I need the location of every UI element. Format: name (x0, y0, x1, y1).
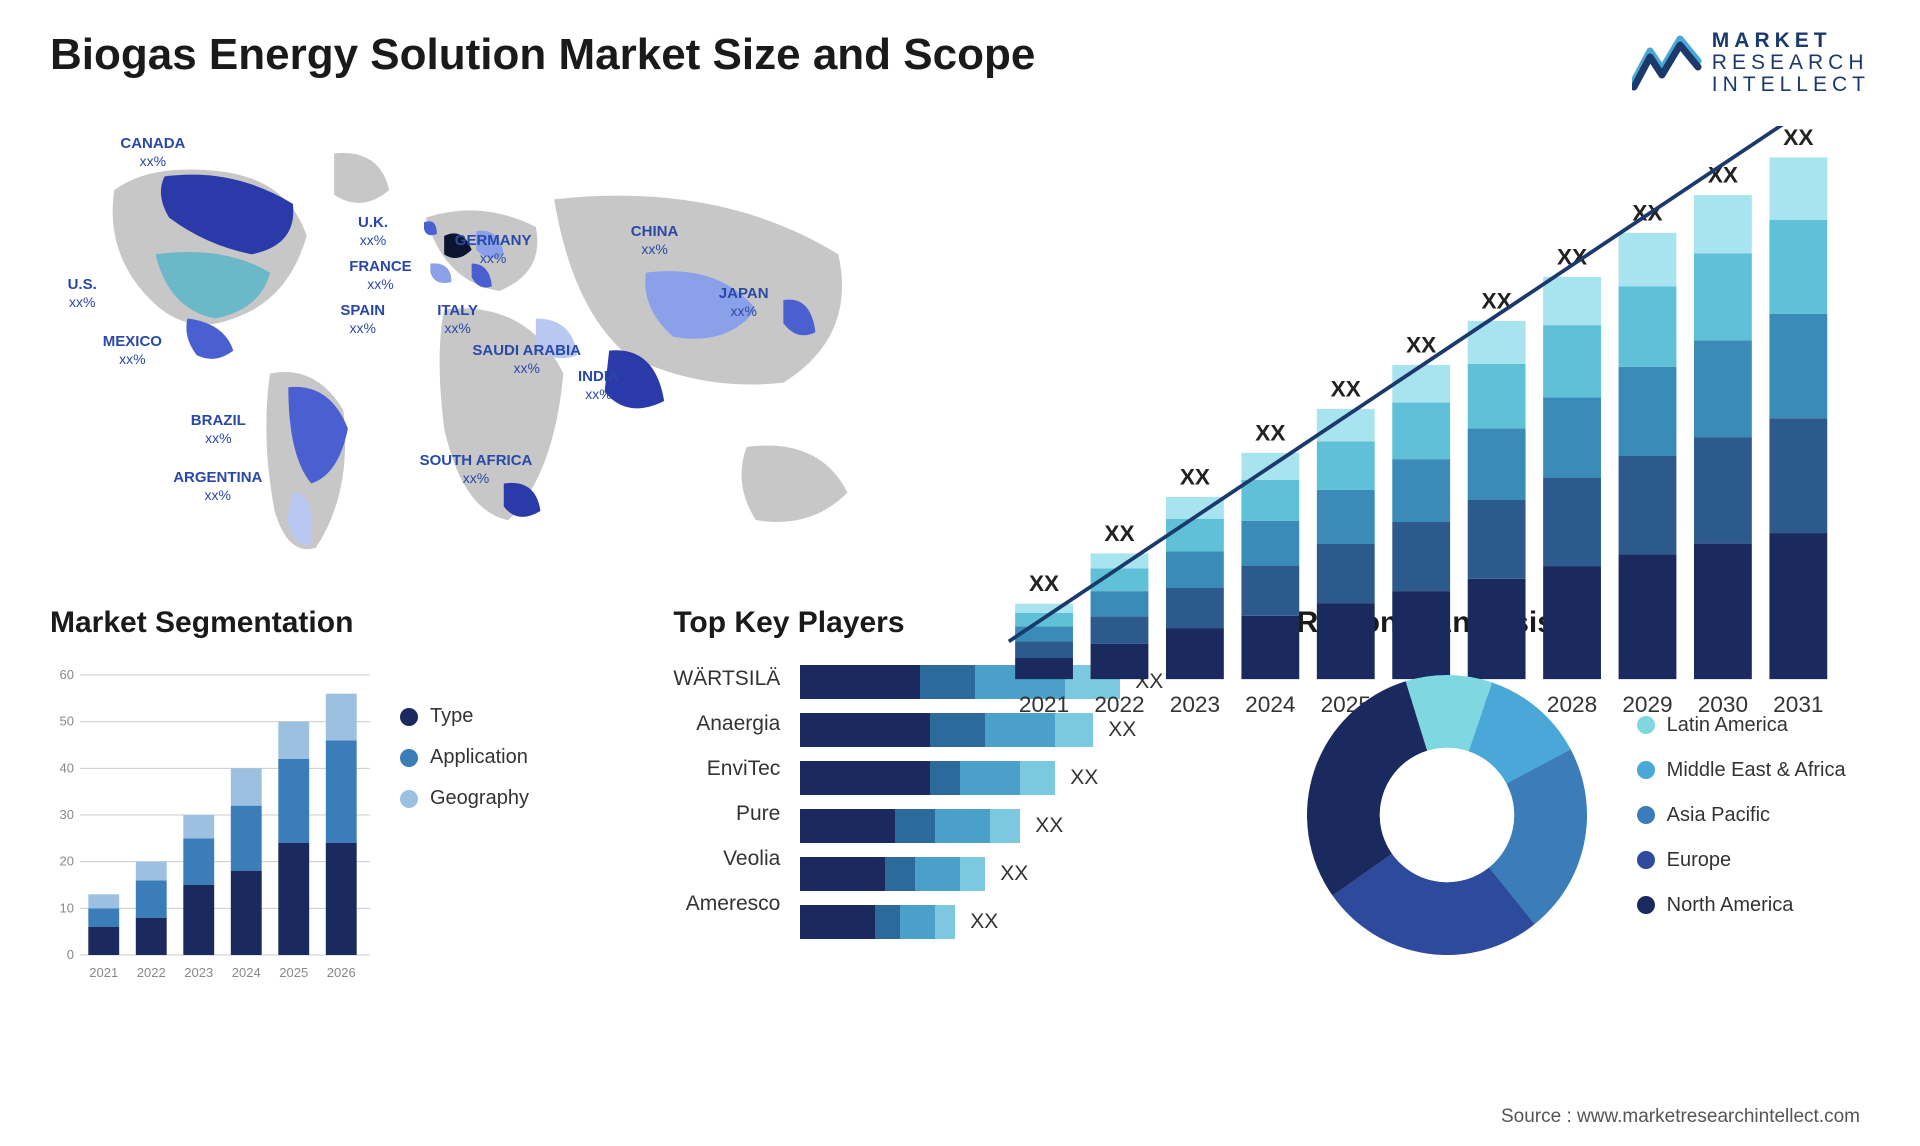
svg-text:XX: XX (1783, 126, 1813, 150)
svg-text:2026: 2026 (327, 965, 356, 980)
svg-text:2023: 2023 (184, 965, 213, 980)
svg-text:60: 60 (60, 667, 74, 682)
svg-text:2029: 2029 (1622, 692, 1672, 717)
svg-text:2022: 2022 (137, 965, 166, 980)
svg-text:2024: 2024 (232, 965, 261, 980)
svg-text:0: 0 (67, 947, 74, 962)
svg-text:20: 20 (60, 854, 74, 869)
map-label-saudi-arabia: SAUDI ARABIAxx% (472, 342, 581, 377)
svg-text:2024: 2024 (1245, 692, 1295, 717)
svg-text:XX: XX (1255, 420, 1285, 445)
region-legend-middle-east-africa: Middle East & Africa (1637, 759, 1846, 782)
svg-text:2023: 2023 (1170, 692, 1220, 717)
player-label-3: Pure (673, 802, 780, 826)
seg-legend-type: Type (400, 705, 529, 728)
map-label-china: CHINAxx% (631, 223, 679, 258)
player-row-5: XX (800, 905, 1246, 939)
svg-text:50: 50 (60, 714, 74, 729)
map-label-japan: JAPANxx% (719, 285, 769, 320)
map-label-u-k-: U.K.xx% (358, 214, 388, 249)
map-label-canada: CANADAxx% (120, 135, 185, 170)
svg-text:2025: 2025 (279, 965, 308, 980)
svg-text:2021: 2021 (1019, 692, 1069, 717)
segmentation-panel: Market Segmentation 0 10 20 30 40 50 60 2021 202… (50, 606, 623, 985)
logo-line-2: RESEARCH (1712, 52, 1870, 74)
segmentation-legend: Type Application Geography (400, 705, 529, 810)
player-row-3: XX (800, 809, 1246, 843)
player-label-1: Anaergia (673, 712, 780, 736)
map-label-germany: GERMANYxx% (455, 232, 532, 267)
player-label-2: EnviTec (673, 757, 780, 781)
map-label-italy: ITALYxx% (437, 302, 478, 337)
svg-text:2031: 2031 (1773, 692, 1823, 717)
svg-text:XX: XX (1180, 464, 1210, 489)
logo-line-3: INTELLECT (1712, 74, 1870, 96)
players-labels: WÄRTSILÄ Anaergia EnviTec Pure Veolia Ameresc… (673, 665, 780, 939)
forecast-svg: XX2021XX2022XX2023XX2024XX2025XX2026XX20… (990, 126, 1870, 729)
svg-text:2021: 2021 (89, 965, 118, 980)
map-label-argentina: ARGENTINAxx% (173, 469, 262, 504)
region-donut (1297, 665, 1597, 965)
svg-text:2022: 2022 (1094, 692, 1144, 717)
map-label-u-s-: U.S.xx% (68, 276, 97, 311)
map-label-spain: SPAINxx% (340, 302, 385, 337)
world-map-panel: CANADAxx% U.S.xx%MEXICOxx% BRAZILxx% ARGENT… (50, 126, 930, 566)
segmentation-title: Market Segmentation (50, 606, 623, 640)
region-legend-europe: Europe (1637, 849, 1846, 872)
map-label-south-africa: SOUTH AFRICAxx% (420, 452, 533, 487)
region-legend-north-america: North America (1637, 894, 1846, 917)
seg-legend-application: Application (400, 746, 529, 769)
seg-legend-geography: Geography (400, 787, 529, 810)
svg-text:40: 40 (60, 760, 74, 775)
map-label-india: INDIAxx% (578, 368, 619, 403)
region-legend-asia-pacific: Asia Pacific (1637, 804, 1846, 827)
region-legend: Latin AmericaMiddle East & AfricaAsia Pa… (1637, 714, 1846, 917)
svg-text:30: 30 (60, 807, 74, 822)
svg-text:XX: XX (1406, 332, 1436, 357)
player-label-5: Ameresco (673, 892, 780, 916)
player-row-4: XX (800, 857, 1246, 891)
brand-logo: MARKET RESEARCH INTELLECT (1632, 30, 1870, 96)
page-title: Biogas Energy Solution Market Size and S… (50, 30, 1035, 80)
logo-line-1: MARKET (1712, 30, 1870, 52)
player-row-2: XX (800, 761, 1246, 795)
segmentation-chart: 0 10 20 30 40 50 60 2021 2022 2023 2024 2025 2026 (50, 665, 370, 985)
svg-text:XX: XX (1029, 571, 1059, 596)
svg-text:2030: 2030 (1698, 692, 1748, 717)
logo-mark-icon (1632, 31, 1702, 96)
source-text: Source : www.marketresearchintellect.com (1501, 1106, 1860, 1128)
player-label-0: WÄRTSILÄ (673, 667, 780, 691)
map-label-brazil: BRAZILxx% (191, 412, 246, 447)
svg-text:XX: XX (1104, 521, 1134, 546)
map-label-mexico: MEXICOxx% (103, 333, 162, 368)
svg-text:10: 10 (60, 900, 74, 915)
map-label-france: FRANCExx% (349, 258, 412, 293)
svg-text:XX: XX (1331, 376, 1361, 401)
forecast-chart: XX2021XX2022XX2023XX2024XX2025XX2026XX20… (990, 126, 1870, 566)
player-label-4: Veolia (673, 847, 780, 871)
